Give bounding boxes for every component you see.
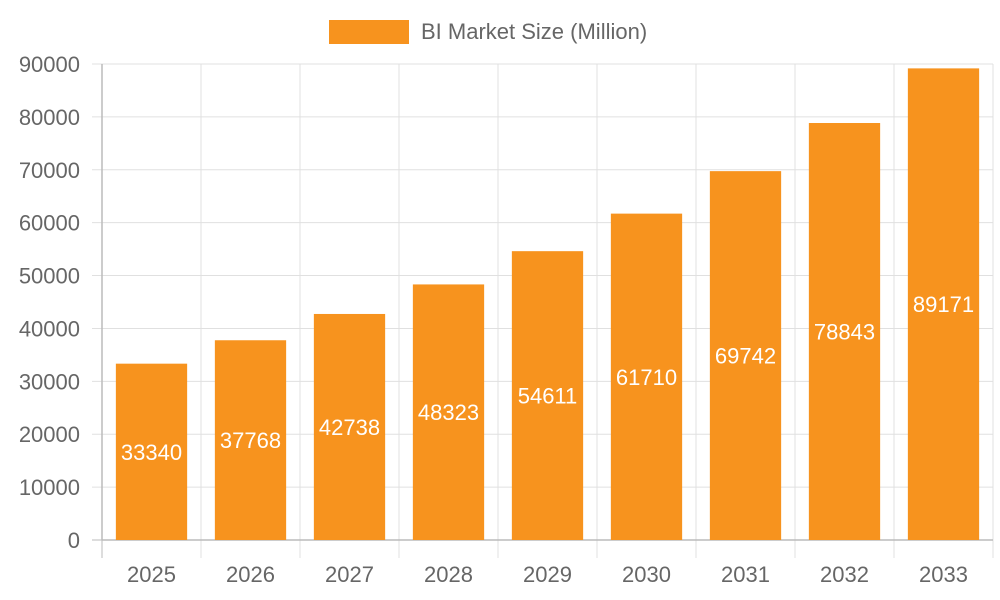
bar-2027 xyxy=(313,313,386,540)
x-tick-label: 2031 xyxy=(721,562,770,587)
x-tick-label: 2026 xyxy=(226,562,275,587)
bar-2033 xyxy=(907,68,980,540)
bar-2025 xyxy=(115,363,188,540)
data-label-2027: 42738 xyxy=(319,415,380,440)
bar-2029 xyxy=(511,251,584,540)
x-tick-label: 2027 xyxy=(325,562,374,587)
data-label-2028: 48323 xyxy=(418,400,479,425)
bar-2028 xyxy=(412,284,485,540)
data-labels: 33340 37768 42738 48323 54611 61710 69742 78843… xyxy=(121,292,974,465)
bar-2030 xyxy=(610,213,683,540)
y-tick-label: 80000 xyxy=(19,105,80,130)
y-tick-label: 30000 xyxy=(19,369,80,394)
data-label-2026: 37768 xyxy=(220,428,281,453)
y-tick-label: 60000 xyxy=(19,211,80,236)
x-tick-label: 2029 xyxy=(523,562,572,587)
y-tick-label: 10000 xyxy=(19,475,80,500)
y-tick-label: 90000 xyxy=(19,52,80,77)
bar-2032 xyxy=(808,123,881,541)
x-axis-ticks: 2025 2026 2027 2028 2029 2030 2031 2032 2033 xyxy=(127,562,968,587)
legend-label: BI Market Size (Million) xyxy=(421,19,647,44)
x-tick-label: 2032 xyxy=(820,562,869,587)
y-tick-label: 70000 xyxy=(19,158,80,183)
bar-2026 xyxy=(214,340,287,540)
x-tick-label: 2033 xyxy=(919,562,968,587)
x-tick-label: 2030 xyxy=(622,562,671,587)
data-label-2033: 89171 xyxy=(913,292,974,317)
bars xyxy=(115,68,980,541)
y-tick-label: 50000 xyxy=(19,264,80,289)
data-label-2030: 61710 xyxy=(616,365,677,390)
legend-swatch xyxy=(329,20,409,44)
data-label-2032: 78843 xyxy=(814,320,875,345)
data-label-2031: 69742 xyxy=(715,344,776,369)
legend: BI Market Size (Million) xyxy=(329,19,647,44)
x-tick-label: 2025 xyxy=(127,562,176,587)
y-axis-ticks: 0 10000 20000 30000 40000 50000 60000 70000 8000… xyxy=(19,52,80,553)
y-tick-label: 20000 xyxy=(19,422,80,447)
bar-2031 xyxy=(709,171,782,540)
y-tick-label: 0 xyxy=(68,528,80,553)
x-tick-label: 2028 xyxy=(424,562,473,587)
y-tick-label: 40000 xyxy=(19,316,80,341)
data-label-2029: 54611 xyxy=(518,384,578,409)
data-label-2025: 33340 xyxy=(121,440,182,465)
